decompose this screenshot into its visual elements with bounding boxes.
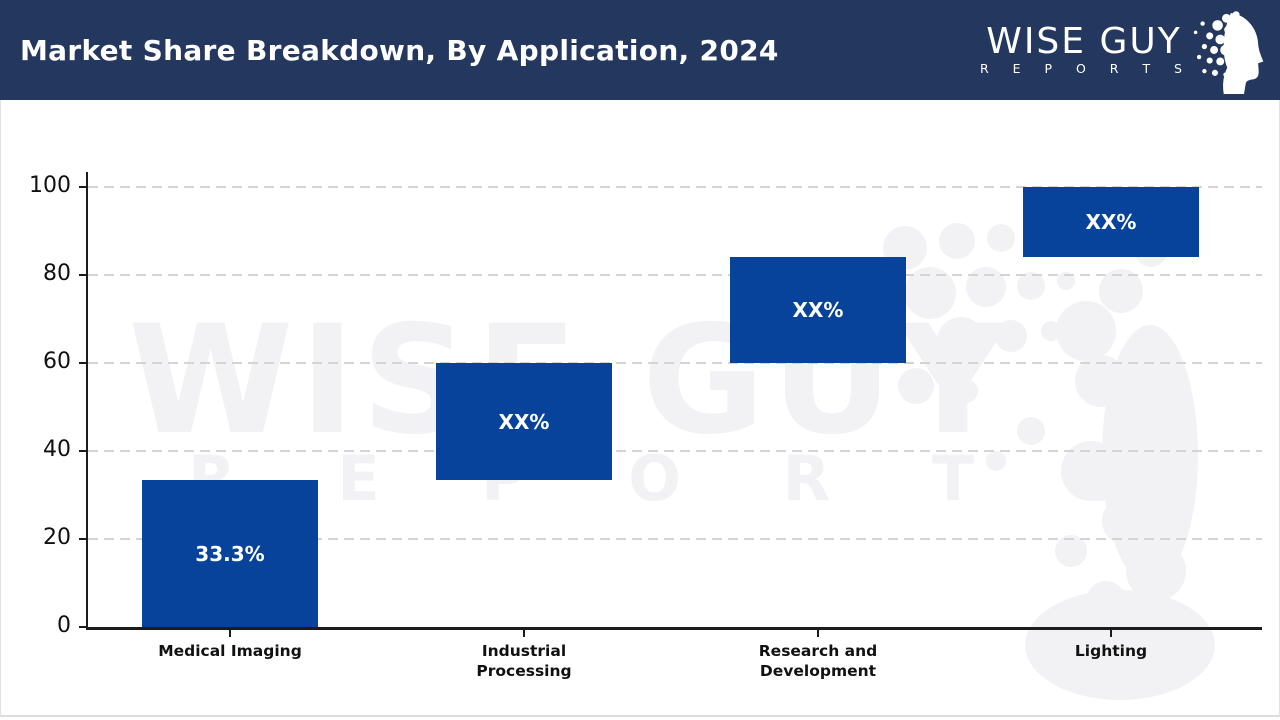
bar-value-label: XX% [1085, 210, 1137, 235]
brand-logo: WISE GUY R E P O R T S [976, 6, 1266, 94]
x-axis-tick [229, 630, 231, 637]
brand-face-icon [1193, 11, 1264, 94]
y-axis-tick [79, 362, 88, 364]
x-axis-tick [1110, 630, 1112, 637]
y-axis-tick [79, 538, 88, 540]
gridline [88, 450, 1262, 452]
y-axis-tick [79, 274, 88, 276]
y-axis-line [86, 172, 88, 629]
x-axis-line [86, 627, 1262, 630]
page-title: Market Share Breakdown, By Application, … [20, 33, 779, 67]
brand-logo-text: WISE GUY R E P O R T S [976, 24, 1192, 76]
x-axis-tick [817, 630, 819, 637]
gridline [88, 362, 1262, 364]
gridline [88, 186, 1262, 188]
bar-value-label: 33.3% [195, 541, 265, 566]
y-axis-tick-label: 60 [43, 349, 71, 374]
bar-value-label: XX% [498, 409, 550, 434]
y-axis-tick-label: 100 [29, 173, 71, 198]
gridline [88, 538, 1262, 540]
y-axis-tick-label: 80 [43, 261, 71, 286]
y-axis-tick-label: 0 [57, 613, 71, 638]
brand-logo-wiseguy: WISE GUY [986, 21, 1182, 63]
y-axis-tick-label: 20 [43, 525, 71, 550]
y-axis-tick [79, 186, 88, 188]
gridline [88, 274, 1262, 276]
brand-logo-reports: R E P O R T S [979, 61, 1192, 77]
x-axis-tick [523, 630, 525, 637]
bar-lighting: XX% [1023, 187, 1199, 258]
x-axis-label-research-and-development: Research and Development [758, 642, 878, 680]
x-axis-label-lighting: Lighting [1074, 642, 1148, 660]
y-axis-tick [79, 450, 88, 452]
bar-medical-imaging: 33.3% [142, 480, 318, 627]
header: Market Share Breakdown, By Application, … [0, 0, 1280, 100]
x-axis-label-medical-imaging: Medical Imaging [158, 642, 302, 660]
y-axis-tick-label: 40 [43, 437, 71, 462]
bar-industrial-processing: XX% [436, 363, 612, 481]
bar-value-label: XX% [792, 298, 844, 323]
bar-research-and-development: XX% [730, 257, 906, 363]
y-axis-tick [79, 626, 88, 628]
x-axis-label-industrial-processing: Industrial Processing [476, 642, 572, 680]
